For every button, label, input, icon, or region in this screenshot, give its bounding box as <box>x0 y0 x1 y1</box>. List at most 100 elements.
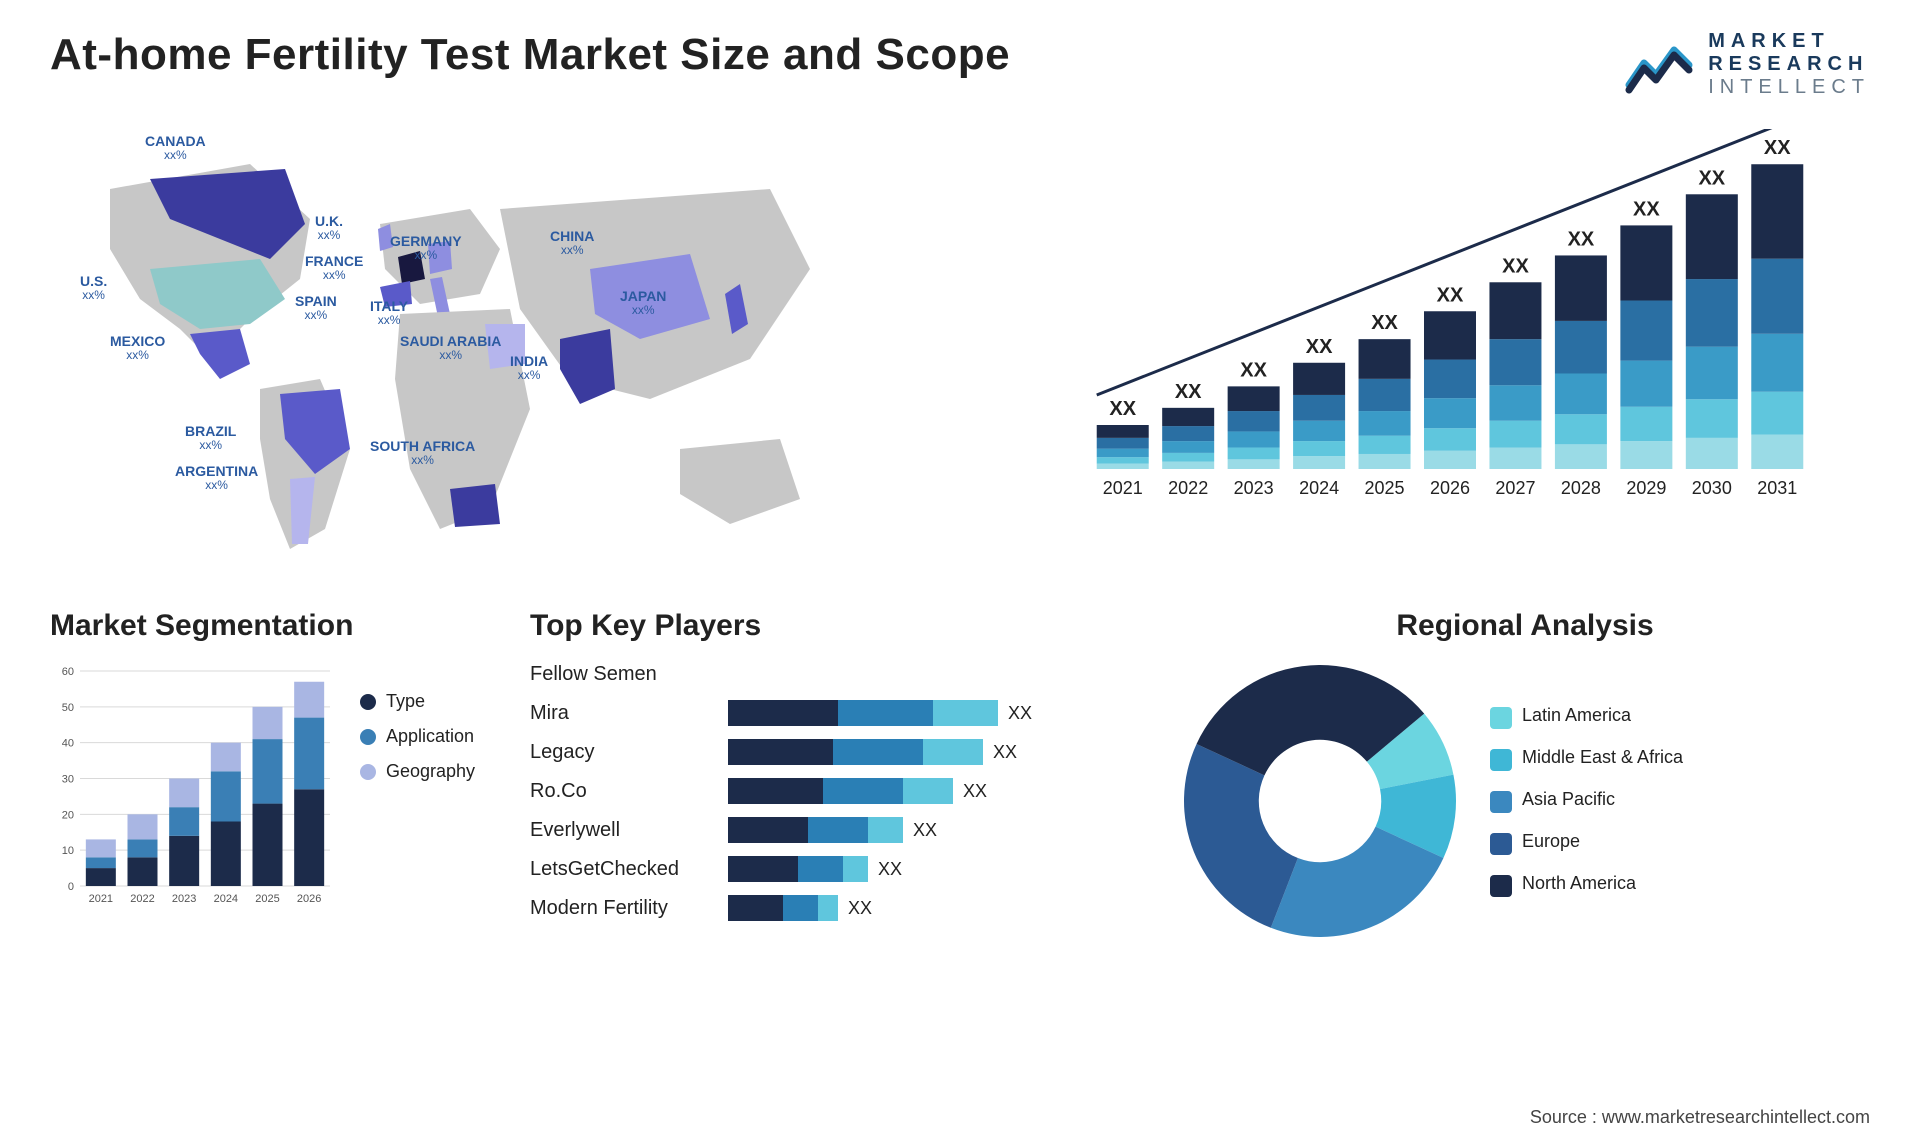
svg-text:XX: XX <box>1306 336 1333 358</box>
svg-text:0: 0 <box>68 881 74 893</box>
regional-legend: Latin America Middle East & Africa Asia Pa… <box>1490 705 1683 897</box>
players-bars: XX XX XX XX XX XX <box>728 661 1160 921</box>
legend-swatch-icon <box>360 764 376 780</box>
player-bar-segment <box>808 817 868 843</box>
svg-text:2021: 2021 <box>89 893 113 905</box>
svg-text:2026: 2026 <box>1430 478 1470 498</box>
player-bar-segment <box>728 778 823 804</box>
player-value: XX <box>878 859 902 880</box>
player-name: Fellow Semen <box>530 661 657 687</box>
svg-text:2025: 2025 <box>255 893 279 905</box>
legend-swatch-icon <box>1490 791 1512 813</box>
svg-text:XX: XX <box>1371 312 1398 334</box>
svg-text:2021: 2021 <box>1103 478 1143 498</box>
segmentation-chart: 0102030405060202120222023202420252026 <box>50 661 340 931</box>
regional-donut-svg <box>1180 661 1460 941</box>
player-bar-segment <box>923 739 983 765</box>
svg-text:XX: XX <box>1109 398 1136 420</box>
player-value: XX <box>963 781 987 802</box>
source-attribution: Source : www.marketresearchintellect.com <box>1530 1107 1870 1128</box>
svg-text:50: 50 <box>62 702 74 714</box>
map-label: ITALYxx% <box>370 299 408 328</box>
segmentation-legend: Type Application Geography <box>360 661 475 931</box>
legend-item: Asia Pacific <box>1490 789 1683 813</box>
map-label: U.K.xx% <box>315 214 343 243</box>
player-name: Everlywell <box>530 817 620 843</box>
player-bar-row <box>728 661 1160 687</box>
logo-text-2: RESEARCH <box>1708 53 1870 76</box>
players-panel: Top Key Players Fellow SemenMiraLegacyRo… <box>530 609 1160 941</box>
player-bar-row: XX <box>728 700 1160 726</box>
player-bar-segment <box>798 856 843 882</box>
player-name: Ro.Co <box>530 778 587 804</box>
svg-text:2023: 2023 <box>172 893 196 905</box>
player-value: XX <box>848 898 872 919</box>
legend-item: Type <box>360 691 475 712</box>
player-value: XX <box>993 742 1017 763</box>
svg-text:20: 20 <box>62 809 74 821</box>
legend-item: North America <box>1490 873 1683 897</box>
svg-text:2026: 2026 <box>297 893 321 905</box>
svg-text:2027: 2027 <box>1495 478 1535 498</box>
player-bar-row: XX <box>728 778 1160 804</box>
player-value: XX <box>1008 703 1032 724</box>
player-value: XX <box>913 820 937 841</box>
player-bar-segment <box>728 856 798 882</box>
map-label: CANADAxx% <box>145 134 206 163</box>
legend-label: Asia Pacific <box>1522 789 1615 810</box>
map-label: CHINAxx% <box>550 229 594 258</box>
world-map: CANADAxx%U.S.xx%MEXICOxx%BRAZILxx%ARGENT… <box>50 129 950 569</box>
svg-text:2023: 2023 <box>1234 478 1274 498</box>
players-title: Top Key Players <box>530 609 1160 643</box>
player-bar-segment <box>933 700 998 726</box>
legend-label: Europe <box>1522 831 1580 852</box>
svg-text:XX: XX <box>1764 137 1791 159</box>
player-name: Modern Fertility <box>530 895 668 921</box>
brand-logo: MARKET RESEARCH INTELLECT <box>1624 30 1870 99</box>
map-label: SPAINxx% <box>295 294 337 323</box>
player-bar-row: XX <box>728 739 1160 765</box>
legend-swatch-icon <box>360 694 376 710</box>
map-label: MEXICOxx% <box>110 334 165 363</box>
player-bar-row: XX <box>728 817 1160 843</box>
legend-label: Geography <box>386 761 475 782</box>
legend-swatch-icon <box>1490 749 1512 771</box>
player-name: Legacy <box>530 739 595 765</box>
svg-text:60: 60 <box>62 666 74 678</box>
legend-item: Middle East & Africa <box>1490 747 1683 771</box>
svg-text:XX: XX <box>1437 284 1464 306</box>
map-label: SAUDI ARABIAxx% <box>400 334 501 363</box>
player-bar-row: XX <box>728 856 1160 882</box>
svg-text:XX: XX <box>1240 359 1267 381</box>
legend-label: Middle East & Africa <box>1522 747 1683 768</box>
map-label: U.S.xx% <box>80 274 107 303</box>
legend-label: Application <box>386 726 474 747</box>
legend-swatch-icon <box>1490 875 1512 897</box>
legend-label: North America <box>1522 873 1636 894</box>
svg-text:40: 40 <box>62 738 74 750</box>
svg-text:2028: 2028 <box>1561 478 1601 498</box>
map-label: INDIAxx% <box>510 354 548 383</box>
segmentation-title: Market Segmentation <box>50 609 510 643</box>
logo-mark-icon <box>1624 35 1694 95</box>
svg-text:2024: 2024 <box>1299 478 1339 498</box>
svg-text:2022: 2022 <box>1168 478 1208 498</box>
player-bar-segment <box>838 700 933 726</box>
map-label: JAPANxx% <box>620 289 666 318</box>
svg-text:XX: XX <box>1175 381 1202 403</box>
svg-text:XX: XX <box>1502 255 1529 277</box>
logo-text-3: INTELLECT <box>1708 76 1870 99</box>
svg-text:2031: 2031 <box>1757 478 1797 498</box>
legend-swatch-icon <box>1490 707 1512 729</box>
legend-item: Latin America <box>1490 705 1683 729</box>
svg-text:2025: 2025 <box>1365 478 1405 498</box>
player-name: LetsGetChecked <box>530 856 679 882</box>
svg-text:30: 30 <box>62 774 74 786</box>
page-title: At-home Fertility Test Market Size and S… <box>50 30 1010 80</box>
regional-title: Regional Analysis <box>1180 609 1870 643</box>
regional-donut <box>1180 661 1460 941</box>
svg-text:2024: 2024 <box>214 893 238 905</box>
legend-item: Europe <box>1490 831 1683 855</box>
segmentation-chart-svg: 0102030405060202120222023202420252026 <box>50 661 340 931</box>
player-bar-segment <box>903 778 953 804</box>
